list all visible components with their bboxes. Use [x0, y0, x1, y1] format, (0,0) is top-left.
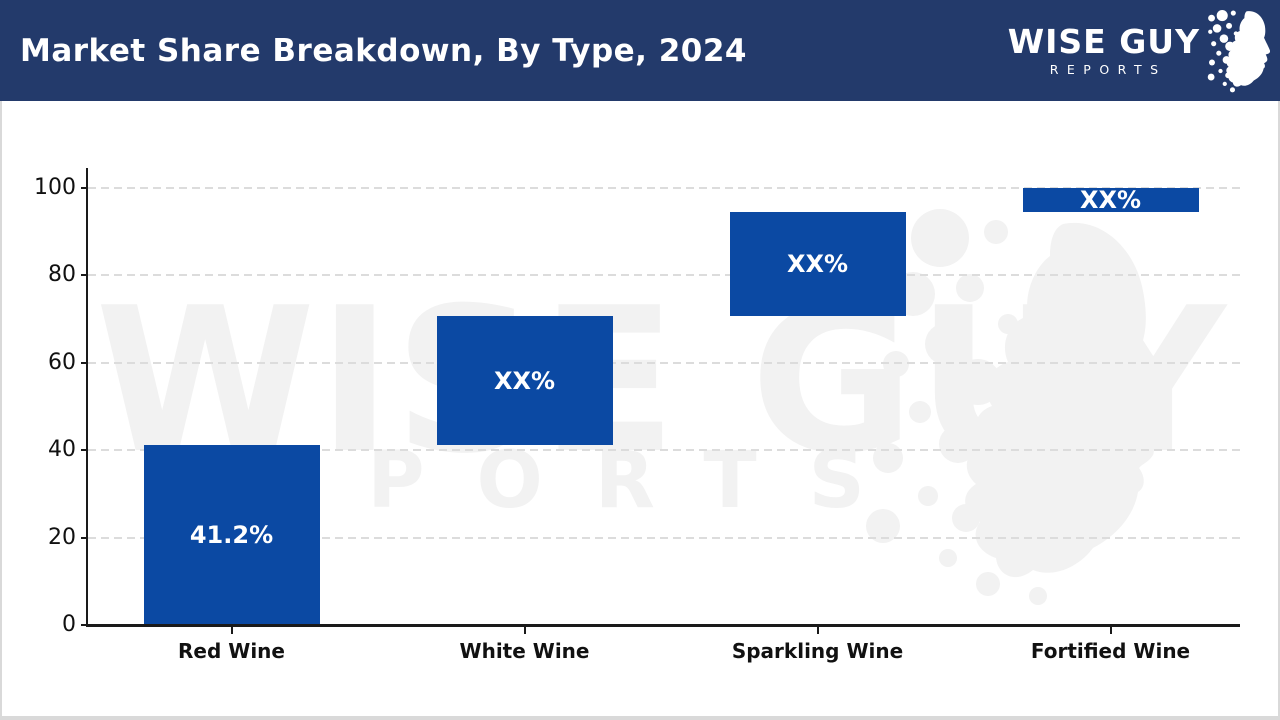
gridline-100	[88, 187, 1240, 189]
left-edge-line	[0, 101, 2, 720]
x-tick-0	[230, 627, 233, 634]
y-tick-100	[81, 187, 88, 189]
x-tick-label-3: Fortified Wine	[1030, 639, 1191, 663]
y-tick-0	[81, 624, 88, 626]
x-tick-label-1: White Wine	[459, 639, 590, 663]
bar-red-wine: 41.2%	[143, 444, 320, 625]
y-axis-line	[86, 168, 88, 627]
x-tick-2	[816, 627, 819, 634]
watermark-head-icon	[866, 209, 1167, 605]
bottom-edge-line	[0, 716, 1280, 720]
bar-value-label: 41.2%	[189, 520, 274, 549]
x-tick-3	[1109, 627, 1112, 634]
gridline-80	[88, 274, 1240, 277]
y-tick-label-20: 20	[48, 524, 76, 550]
page-title: Market Share Breakdown, By Type, 2024	[20, 32, 748, 69]
gridline-20	[88, 536, 1240, 539]
y-tick-label-60: 60	[48, 349, 76, 375]
bar-white-wine: XX%	[436, 316, 613, 445]
x-tick-label-0: Red Wine	[178, 639, 285, 663]
y-tick-40	[81, 449, 88, 452]
x-axis-line	[86, 624, 1240, 627]
y-tick-label-80: 80	[48, 262, 76, 288]
bar-fortified-wine: XX%	[1022, 186, 1199, 215]
bar-value-label: XX%	[1079, 186, 1142, 215]
logo-head-icon	[1207, 9, 1270, 92]
x-tick-label-2: Sparkling Wine	[731, 639, 904, 663]
logo-wordmark: WISE GUY	[1007, 21, 1200, 61]
gridline-40	[88, 449, 1240, 452]
logo-subtitle: REPORTS	[1049, 61, 1167, 77]
y-tick-label-100: 100	[34, 175, 76, 200]
wise-guy-reports-logo: WISE GUY REPORTS	[1008, 5, 1270, 97]
x-tick-1	[523, 627, 526, 634]
y-tick-80	[81, 274, 88, 277]
bar-value-label: XX%	[493, 366, 556, 395]
logo-text: WISE GUY REPORTS	[1008, 25, 1200, 77]
y-tick-20	[81, 536, 88, 539]
gridline-60	[88, 361, 1240, 364]
y-tick-60	[81, 361, 88, 364]
y-tick-label-0: 0	[62, 612, 76, 637]
bar-sparkling-wine: XX%	[729, 212, 906, 317]
bar-value-label: XX%	[786, 250, 849, 279]
y-tick-label-40: 40	[48, 437, 76, 463]
header-band: Market Share Breakdown, By Type, 2024 WI…	[0, 0, 1280, 101]
right-edge-line	[1278, 101, 1280, 720]
